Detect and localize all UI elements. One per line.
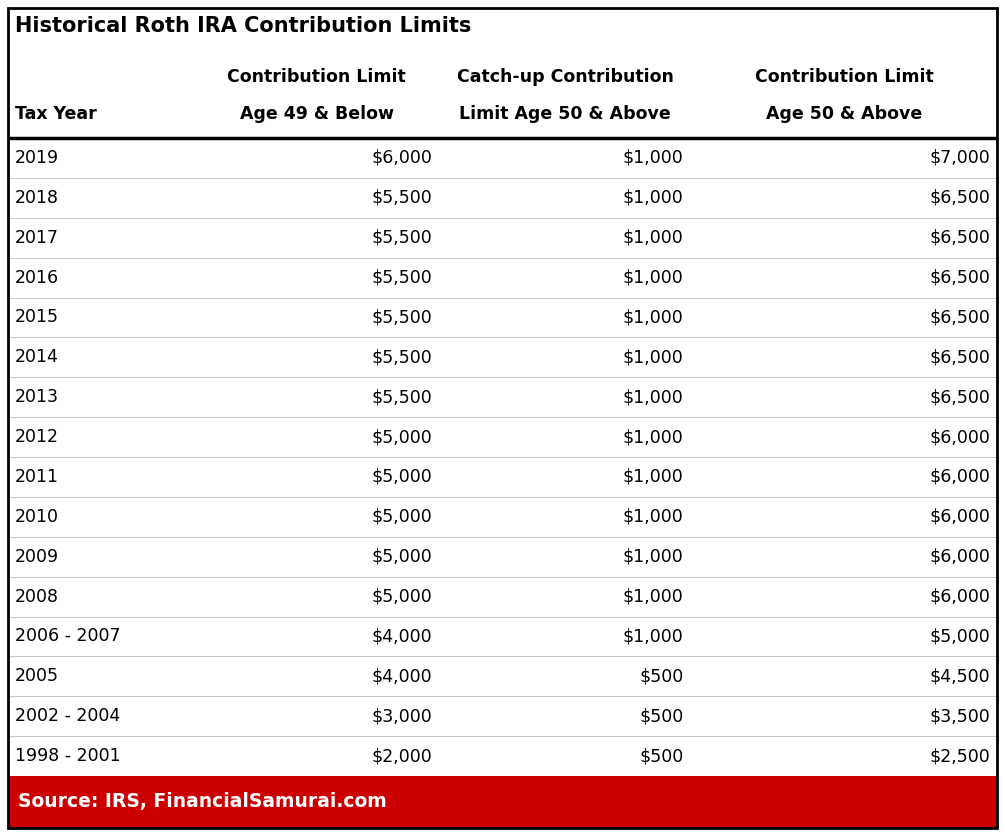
Text: $5,000: $5,000 (372, 548, 432, 566)
Text: $4,000: $4,000 (372, 667, 432, 686)
Text: $1,000: $1,000 (623, 588, 683, 605)
Text: $6,500: $6,500 (929, 268, 990, 287)
Text: $2,500: $2,500 (930, 747, 990, 765)
Text: Historical Roth IRA Contribution Limits: Historical Roth IRA Contribution Limits (15, 16, 471, 36)
Text: $1,000: $1,000 (623, 428, 683, 446)
Text: $5,000: $5,000 (372, 428, 432, 446)
Text: 2017: 2017 (15, 229, 59, 247)
Text: $6,500: $6,500 (929, 189, 990, 206)
Text: Contribution Limit: Contribution Limit (227, 68, 406, 86)
Text: 2012: 2012 (15, 428, 59, 446)
Text: $6,500: $6,500 (929, 349, 990, 366)
Text: 2010: 2010 (15, 507, 59, 526)
Text: $6,000: $6,000 (929, 548, 990, 566)
Text: 2005: 2005 (15, 667, 59, 686)
Text: $3,000: $3,000 (372, 707, 432, 725)
Text: $1,000: $1,000 (623, 628, 683, 645)
Text: 2009: 2009 (15, 548, 59, 566)
Text: $1,000: $1,000 (623, 349, 683, 366)
Text: $6,000: $6,000 (929, 507, 990, 526)
Text: Tax Year: Tax Year (15, 105, 96, 123)
Text: $1,000: $1,000 (623, 189, 683, 206)
Text: 2002 - 2004: 2002 - 2004 (15, 707, 121, 725)
Text: $7,000: $7,000 (930, 149, 990, 167)
Text: 2013: 2013 (15, 388, 59, 406)
Text: $5,500: $5,500 (372, 308, 432, 326)
Text: 2019: 2019 (15, 149, 59, 167)
Text: 1998 - 2001: 1998 - 2001 (15, 747, 121, 765)
Text: $1,000: $1,000 (623, 388, 683, 406)
Text: $5,000: $5,000 (372, 588, 432, 605)
Text: $5,500: $5,500 (372, 268, 432, 287)
Text: $1,000: $1,000 (623, 268, 683, 287)
Text: $500: $500 (639, 667, 683, 686)
Text: Age 49 & Below: Age 49 & Below (239, 105, 394, 123)
Text: $5,500: $5,500 (372, 229, 432, 247)
Text: $6,000: $6,000 (929, 428, 990, 446)
Text: $1,000: $1,000 (623, 548, 683, 566)
Text: $1,000: $1,000 (623, 308, 683, 326)
Text: 2018: 2018 (15, 189, 59, 206)
Text: $6,500: $6,500 (929, 388, 990, 406)
Text: $4,000: $4,000 (372, 628, 432, 645)
Text: $6,000: $6,000 (929, 468, 990, 486)
Text: $6,000: $6,000 (371, 149, 432, 167)
Text: Limit Age 50 & Above: Limit Age 50 & Above (459, 105, 671, 123)
Text: 2008: 2008 (15, 588, 59, 605)
Text: $5,500: $5,500 (372, 349, 432, 366)
Text: $4,500: $4,500 (930, 667, 990, 686)
Text: $5,000: $5,000 (372, 507, 432, 526)
Text: Catch-up Contribution: Catch-up Contribution (457, 68, 673, 86)
Text: Contribution Limit: Contribution Limit (755, 68, 934, 86)
Text: $3,500: $3,500 (930, 707, 990, 725)
Text: $5,000: $5,000 (372, 468, 432, 486)
Text: $5,500: $5,500 (372, 189, 432, 206)
Text: $6,500: $6,500 (929, 308, 990, 326)
Text: 2015: 2015 (15, 308, 59, 326)
Text: $500: $500 (639, 747, 683, 765)
Text: Source: IRS, FinancialSamurai.com: Source: IRS, FinancialSamurai.com (18, 793, 387, 812)
Text: Age 50 & Above: Age 50 & Above (766, 105, 923, 123)
Text: $5,500: $5,500 (372, 388, 432, 406)
Bar (8, 776, 997, 828)
Text: $5,000: $5,000 (930, 628, 990, 645)
Text: 2016: 2016 (15, 268, 59, 287)
Text: 2006 - 2007: 2006 - 2007 (15, 628, 121, 645)
Text: $1,000: $1,000 (623, 507, 683, 526)
Text: $6,500: $6,500 (929, 229, 990, 247)
Text: $1,000: $1,000 (623, 229, 683, 247)
Text: 2014: 2014 (15, 349, 59, 366)
Text: 2011: 2011 (15, 468, 59, 486)
Text: $6,000: $6,000 (929, 588, 990, 605)
Text: $1,000: $1,000 (623, 468, 683, 486)
Text: $2,000: $2,000 (372, 747, 432, 765)
Text: $500: $500 (639, 707, 683, 725)
Text: $1,000: $1,000 (623, 149, 683, 167)
